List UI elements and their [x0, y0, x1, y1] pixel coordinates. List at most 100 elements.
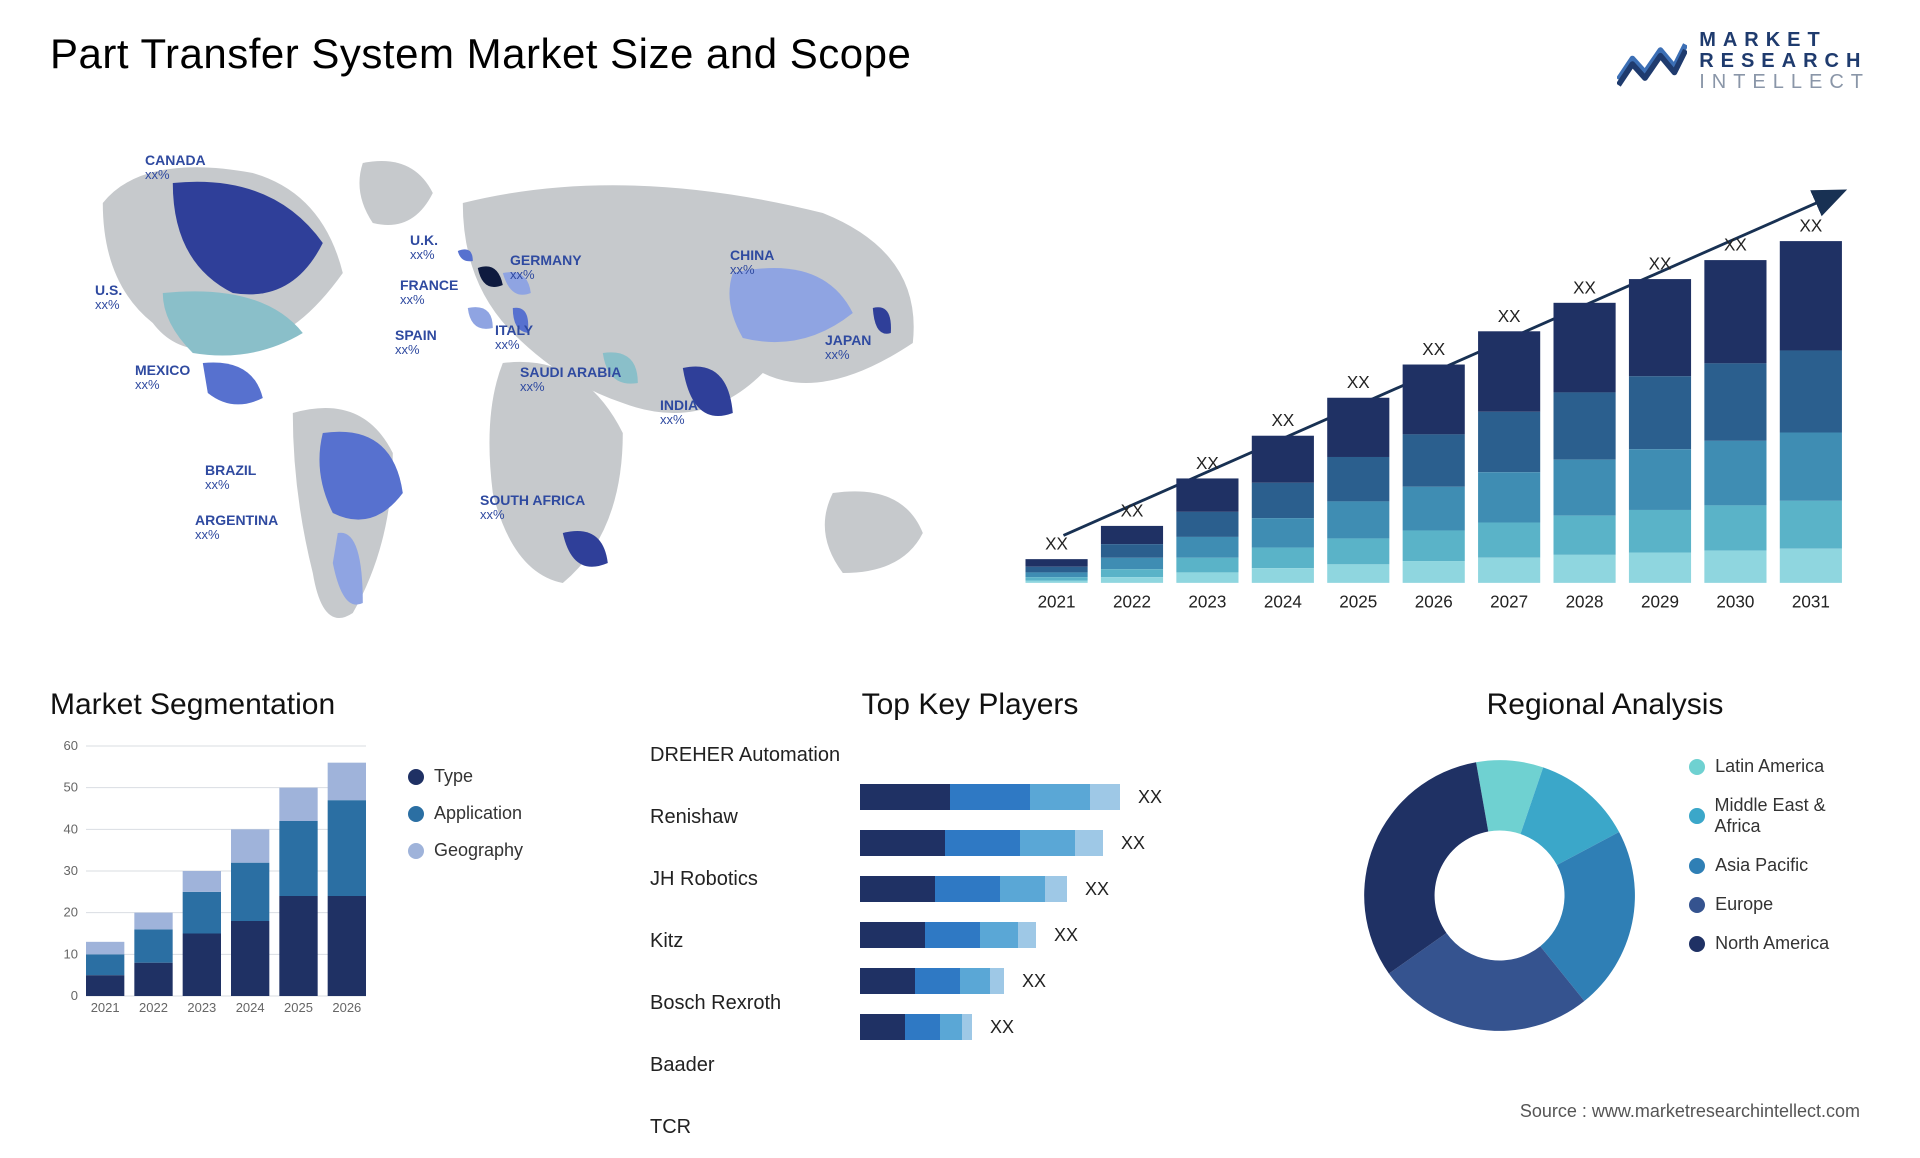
legend-label: Middle East & Africa: [1715, 795, 1870, 837]
logo-mark-icon: [1617, 36, 1687, 88]
players-title: Top Key Players: [650, 688, 1290, 722]
svg-text:2031: 2031: [1791, 593, 1829, 612]
legend-dot-icon: [1689, 808, 1704, 824]
map-label: FRANCExx%: [400, 278, 458, 308]
map-label: CHINAxx%: [730, 248, 774, 278]
player-bar-row: XX: [860, 782, 1290, 812]
world-map: [50, 133, 976, 653]
logo-line-1: MARKET: [1699, 30, 1870, 51]
svg-text:XX: XX: [1648, 255, 1671, 274]
player-bar-segment: [860, 922, 925, 948]
player-bar-row: XX: [860, 1012, 1290, 1042]
legend-item: Type: [408, 766, 523, 787]
map-label: MEXICOxx%: [135, 363, 190, 393]
legend-dot-icon: [1689, 858, 1705, 874]
legend-label: Geography: [434, 840, 523, 861]
svg-text:60: 60: [64, 738, 78, 753]
player-bar-segment: [860, 784, 950, 810]
player-name: Renishaw: [650, 802, 860, 832]
player-value: XX: [1022, 971, 1046, 992]
map-label: BRAZILxx%: [205, 463, 256, 493]
player-bar-segment: [1090, 784, 1120, 810]
page-title: Part Transfer System Market Size and Sco…: [50, 30, 911, 78]
players-name-list: DREHER Automation Renishaw JH Robotics Kitz…: [650, 740, 860, 1158]
legend-dot-icon: [1689, 936, 1705, 952]
svg-text:2021: 2021: [1037, 593, 1075, 612]
svg-text:2022: 2022: [1113, 593, 1151, 612]
player-bar-segment: [860, 1014, 905, 1040]
player-bar-segment: [1000, 876, 1045, 902]
map-label: ARGENTINAxx%: [195, 513, 278, 543]
svg-text:2023: 2023: [187, 1000, 216, 1015]
svg-text:XX: XX: [1799, 217, 1822, 236]
legend-item: Geography: [408, 840, 523, 861]
map-label: U.K.xx%: [410, 233, 438, 263]
svg-text:2025: 2025: [1339, 593, 1377, 612]
player-bar-segment: [915, 968, 960, 994]
svg-text:2026: 2026: [332, 1000, 361, 1015]
svg-text:2024: 2024: [236, 1000, 265, 1015]
player-name: Kitz: [650, 926, 860, 956]
player-bar-segment: [945, 830, 1020, 856]
svg-text:2030: 2030: [1716, 593, 1754, 612]
legend-label: Application: [434, 803, 522, 824]
player-bar-row: XX: [860, 874, 1290, 904]
player-bar-segment: [950, 784, 1030, 810]
regional-title: Regional Analysis: [1340, 688, 1870, 722]
legend-dot-icon: [408, 806, 424, 822]
legend-dot-icon: [408, 843, 424, 859]
svg-text:2023: 2023: [1188, 593, 1226, 612]
legend-label: Asia Pacific: [1715, 855, 1808, 876]
regional-donut-chart: [1340, 736, 1659, 1055]
svg-text:20: 20: [64, 905, 78, 920]
player-name: Bosch Rexroth: [650, 988, 860, 1018]
player-name: TCR: [650, 1112, 860, 1142]
svg-text:XX: XX: [1573, 278, 1596, 297]
svg-text:40: 40: [64, 821, 78, 836]
player-bar-segment: [1030, 784, 1090, 810]
player-name: Baader: [650, 1050, 860, 1080]
svg-text:XX: XX: [1196, 454, 1219, 473]
player-bar-segment: [1045, 876, 1067, 902]
player-bar-segment: [980, 922, 1018, 948]
player-bar-segment: [935, 876, 1000, 902]
logo-line-3: INTELLECT: [1699, 72, 1870, 93]
player-bar-segment: [860, 968, 915, 994]
svg-text:XX: XX: [1045, 535, 1068, 554]
svg-text:10: 10: [64, 946, 78, 961]
player-name: JH Robotics: [650, 864, 860, 894]
segmentation-legend: Type Application Geography: [408, 766, 523, 861]
logo-line-2: RESEARCH: [1699, 51, 1870, 72]
svg-text:2021: 2021: [91, 1000, 120, 1015]
forecast-bar-chart: XX2021XX2022XX2023XX2024XX2025XX2026XX20…: [1016, 133, 1870, 653]
legend-item: Asia Pacific: [1689, 855, 1870, 876]
player-bar-row: XX: [860, 920, 1290, 950]
map-label: GERMANYxx%: [510, 253, 582, 283]
svg-text:30: 30: [64, 863, 78, 878]
legend-item: North America: [1689, 933, 1870, 954]
legend-label: Type: [434, 766, 473, 787]
svg-text:XX: XX: [1271, 411, 1294, 430]
legend-label: Europe: [1715, 894, 1773, 915]
svg-text:0: 0: [71, 988, 78, 1003]
legend-item: Europe: [1689, 894, 1870, 915]
legend-label: North America: [1715, 933, 1829, 954]
players-panel: Top Key Players DREHER Automation Renisha…: [650, 688, 1290, 1158]
map-label: ITALYxx%: [495, 323, 533, 353]
player-bar-segment: [905, 1014, 940, 1040]
legend-item: Application: [408, 803, 523, 824]
player-value: XX: [1085, 879, 1109, 900]
legend-label: Latin America: [1715, 756, 1824, 777]
map-label: JAPANxx%: [825, 333, 871, 363]
forecast-chart-panel: XX2021XX2022XX2023XX2024XX2025XX2026XX20…: [1016, 133, 1870, 653]
legend-item: Middle East & Africa: [1689, 795, 1870, 837]
player-bar-row: [860, 736, 1290, 766]
legend-dot-icon: [1689, 897, 1705, 913]
svg-text:2028: 2028: [1565, 593, 1603, 612]
player-bar-segment: [962, 1014, 972, 1040]
segmentation-title: Market Segmentation: [50, 688, 600, 722]
player-bar-segment: [960, 968, 990, 994]
player-bar-segment: [860, 830, 945, 856]
player-name: DREHER Automation: [650, 740, 860, 770]
player-bar-segment: [1018, 922, 1036, 948]
